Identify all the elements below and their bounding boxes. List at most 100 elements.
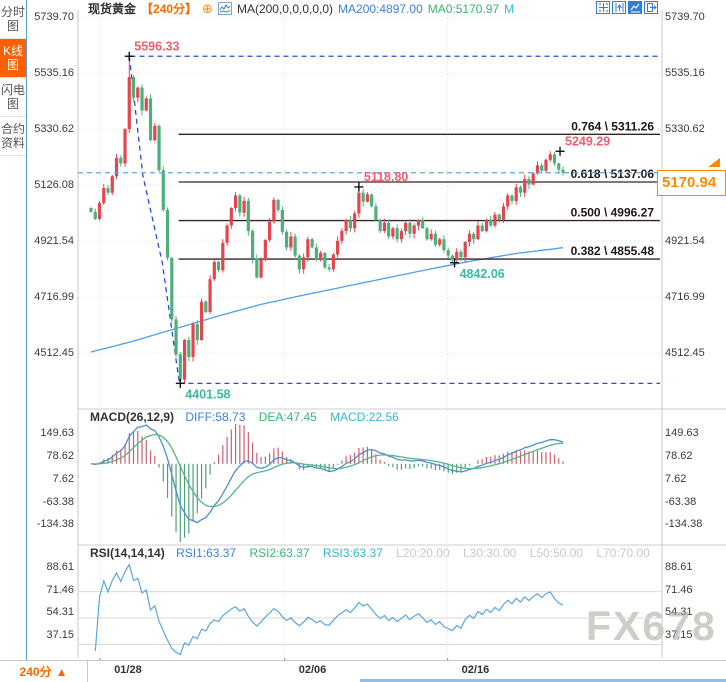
y-axis-label: -63.38 (665, 496, 697, 508)
candle (225, 225, 229, 243)
candle (123, 129, 127, 164)
candle (306, 239, 310, 258)
axis-scale-icon[interactable] (612, 1, 626, 14)
candle (557, 163, 561, 170)
rsi3-value: RSI3:63.37 (322, 546, 383, 560)
candle (187, 339, 191, 357)
y-axis-label: 71.46 (46, 584, 74, 596)
sidebar: 分时图 K线图 闪电图 合约资料 (0, 0, 27, 660)
candle (429, 233, 433, 240)
sidebar-tab-contract-info[interactable]: 合约资料 (0, 117, 26, 156)
candle (110, 176, 114, 193)
zoom-area-icon[interactable] (628, 1, 642, 14)
exit-icon[interactable] (644, 1, 658, 14)
fib-level-label: 0.382 \ 4855.48 (571, 244, 655, 258)
candle (514, 187, 518, 201)
y-axis-label: 5535.16 (665, 67, 705, 79)
candle (544, 159, 548, 171)
candle (127, 77, 131, 130)
candle (302, 257, 306, 270)
candle (144, 98, 148, 111)
sidebar-tab-label: 合约资料 (0, 122, 25, 150)
y-axis-label: 149.63 (665, 427, 699, 439)
period-badge[interactable]: 【240分】 (141, 2, 198, 16)
watermark: FX678 (586, 603, 717, 649)
macd-name[interactable]: MACD(26,12,9) (90, 410, 175, 424)
candle (310, 239, 314, 248)
y-axis-label: 54.31 (665, 606, 693, 618)
grid (77, 10, 726, 662)
candle (191, 324, 195, 357)
y-axis-label: 5535.16 (34, 67, 74, 79)
candle (242, 200, 246, 213)
candle (561, 169, 565, 173)
candle (552, 154, 557, 164)
price-marker-label: 4842.06 (460, 267, 505, 281)
price-marker-label: 5596.33 (134, 39, 179, 53)
candle (501, 206, 506, 221)
candle (285, 231, 289, 248)
candle (319, 252, 323, 261)
candle (259, 260, 263, 278)
candle (280, 209, 284, 232)
candle (489, 220, 493, 226)
candle (255, 258, 259, 278)
candle (442, 239, 446, 251)
period-label: 240分 (19, 665, 52, 679)
macd-panel (90, 424, 564, 542)
candle (263, 240, 267, 261)
candle (365, 194, 369, 202)
candle (412, 225, 416, 234)
crosshair-icon[interactable] (596, 1, 610, 14)
candle (399, 231, 404, 240)
period-selector[interactable]: 240分 ▲ (0, 660, 88, 682)
ma-settings-label[interactable]: MA(200,0,0,0,0,0) (236, 1, 334, 16)
candle (518, 187, 523, 193)
y-axis-label: 4716.99 (665, 291, 705, 303)
candle (140, 87, 144, 111)
date-label: 01/28 (114, 664, 142, 676)
candle (323, 252, 327, 268)
y-axis-label: 4716.99 (34, 291, 74, 303)
y-axis-label: -63.38 (42, 496, 74, 508)
candle (408, 222, 412, 234)
candle (348, 220, 352, 229)
mini-chart-icon[interactable] (217, 2, 232, 15)
date-label: 02/06 (298, 664, 327, 676)
candle (272, 199, 276, 222)
sidebar-tab-kline[interactable]: K线图 (0, 39, 26, 78)
candle (497, 214, 501, 221)
chart-scrollbar[interactable] (360, 679, 726, 682)
sidebar-tab-timeshare[interactable]: 分时图 (0, 0, 26, 39)
sidebar-tab-label: K线图 (2, 44, 23, 72)
rsi-grid (78, 591, 662, 645)
candle (527, 178, 531, 185)
candle (267, 221, 272, 241)
y-axis-label: 88.61 (665, 561, 693, 573)
y-axis-label: -134.38 (36, 518, 74, 530)
current-price-tag: 5170.94 (657, 170, 726, 196)
candle (114, 157, 119, 177)
y-axis-label: 5330.62 (34, 123, 74, 135)
sidebar-tab-lightning[interactable]: 闪电图 (0, 78, 26, 117)
symbol-name: 现货黄金 (88, 2, 137, 16)
candle (170, 257, 174, 320)
candle (506, 195, 510, 207)
rsi-l70-label: L70:70.00 (596, 546, 650, 560)
rsi-name[interactable]: RSI(14,14,14) (90, 546, 165, 560)
macd-header: MACD(26,12,9) DIFF:58.73 DEA:47.45 MACD:… (90, 410, 409, 424)
candle (336, 240, 340, 255)
candle (446, 250, 450, 256)
add-indicator-icon[interactable]: ⊕ (202, 0, 213, 16)
candle (131, 77, 136, 98)
candle (212, 261, 216, 280)
candle (455, 251, 459, 261)
candle (472, 233, 476, 240)
rsi-l50-label: L50:50.00 (529, 546, 584, 560)
chart-header: 现货黄金 【240分】 ⊕ MA(200,0,0,0,0,0) MA200:48… (88, 0, 514, 17)
rsi-panel (94, 562, 564, 656)
y-axis-label: 7.62 (52, 473, 74, 485)
y-axis-label: 37.15 (46, 629, 74, 641)
